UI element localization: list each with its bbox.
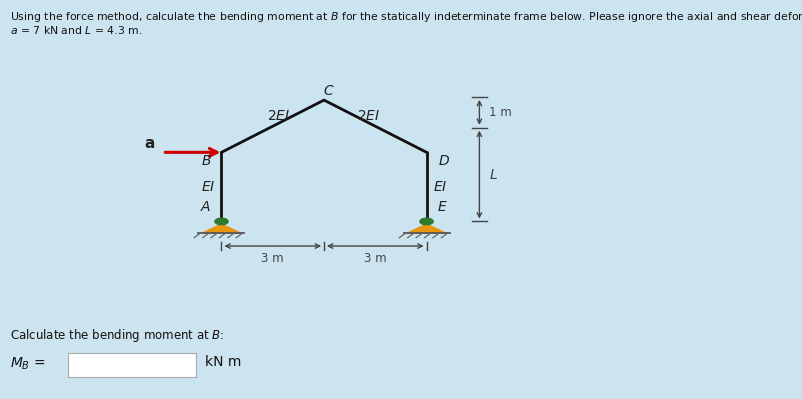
- Text: $B$: $B$: [200, 154, 212, 168]
- Text: Calculate the bending moment at $B$:: Calculate the bending moment at $B$:: [10, 327, 224, 344]
- Text: $M_B$ =: $M_B$ =: [10, 355, 45, 371]
- Text: $E$: $E$: [436, 200, 448, 214]
- Text: $2EI$: $2EI$: [267, 109, 290, 122]
- Text: $\mathbf{a}$: $\mathbf{a}$: [144, 136, 155, 151]
- Text: 3 m: 3 m: [364, 252, 387, 265]
- Circle shape: [420, 218, 433, 225]
- Text: $C$: $C$: [323, 84, 334, 98]
- Text: $2EI$: $2EI$: [358, 109, 381, 122]
- Text: $a$ = 7 kN and $L$ = 4.3 m.: $a$ = 7 kN and $L$ = 4.3 m.: [10, 24, 142, 36]
- Text: Using the force method, calculate the bending moment at $B$ for the statically i: Using the force method, calculate the be…: [10, 10, 802, 24]
- Text: $L$: $L$: [489, 168, 498, 182]
- Text: 3 m: 3 m: [261, 252, 284, 265]
- Polygon shape: [202, 224, 241, 233]
- Text: $EI$: $EI$: [200, 180, 215, 194]
- Text: $EI$: $EI$: [433, 180, 448, 194]
- Text: 1 m: 1 m: [489, 106, 512, 119]
- Text: $D$: $D$: [438, 154, 450, 168]
- Text: $A$: $A$: [200, 200, 212, 214]
- Text: kN m: kN m: [205, 355, 241, 369]
- Polygon shape: [407, 224, 446, 233]
- Circle shape: [215, 218, 228, 225]
